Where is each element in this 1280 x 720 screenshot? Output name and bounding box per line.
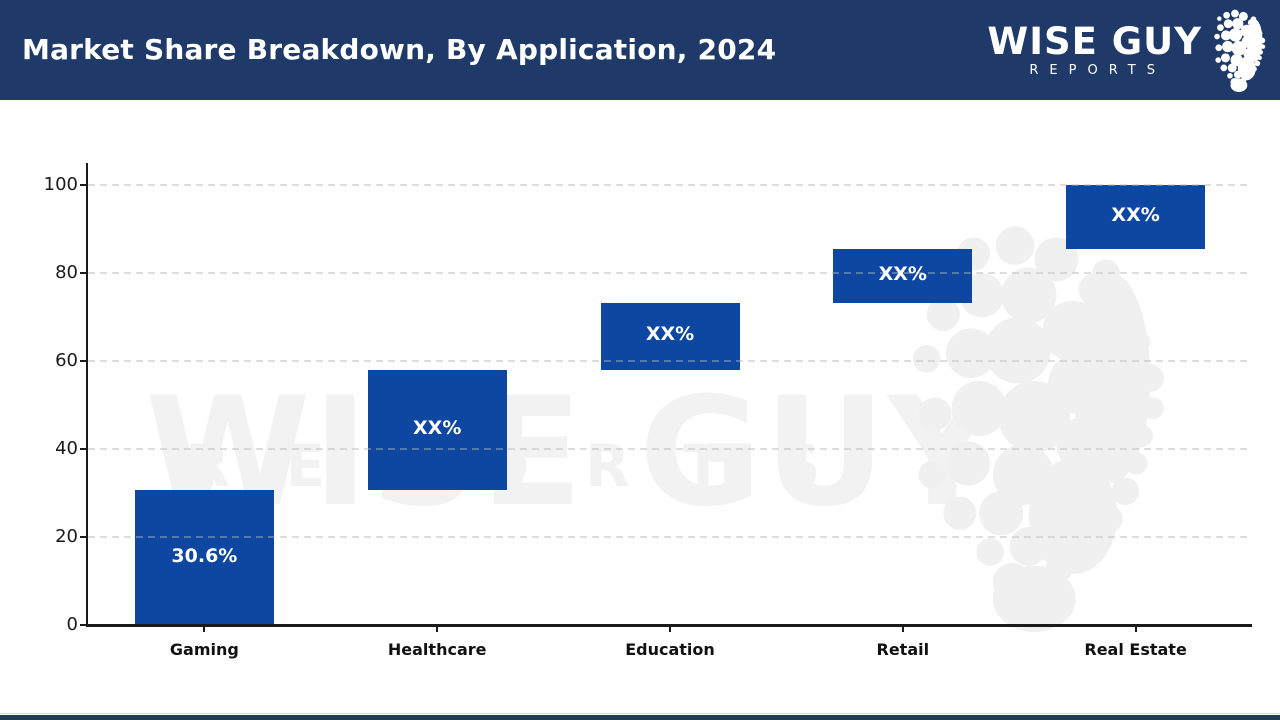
bar-value-label: 30.6% (171, 544, 238, 567)
x-axis-label-gaming: Gaming (169, 640, 239, 659)
y-axis-tick-20: 20 (55, 526, 78, 547)
brand-logo: WISE GUY REPORTS (987, 8, 1266, 92)
y-tick-mark (80, 272, 88, 274)
bar-value-label: XX% (645, 323, 695, 346)
x-tick-mark (436, 625, 439, 632)
x-axis-label-healthcare: Healthcare (387, 640, 487, 659)
bar-value-label: XX% (1111, 203, 1160, 226)
y-axis-tick-80: 80 (55, 262, 78, 283)
y-tick-mark (80, 624, 88, 626)
x-tick-mark (901, 625, 904, 632)
x-tick-mark (669, 625, 671, 632)
bottom-border (0, 713, 1280, 714)
y-axis-tick-40: 40 (55, 438, 78, 459)
x-axis-label-real-estate: Real Estate (1084, 640, 1187, 659)
gridline-20 (88, 536, 1252, 538)
bar-healthcare (367, 369, 507, 491)
page-title: Market Share Breakdown, By Application, … (22, 33, 777, 66)
x-axis-line (86, 624, 1252, 627)
brand-name: WISE GUY (987, 20, 1202, 63)
brand-subtitle: REPORTS (1029, 63, 1166, 78)
y-tick-mark (80, 360, 88, 362)
gridline-100 (88, 184, 1252, 186)
y-axis-tick-0: 0 (66, 614, 78, 635)
bar-gaming (134, 490, 274, 625)
gridline-80 (88, 272, 1252, 274)
y-axis-line (86, 163, 88, 627)
brand-logo-text: WISE GUY REPORTS (987, 20, 1202, 79)
y-tick-mark (80, 536, 88, 538)
y-tick-mark (80, 448, 88, 450)
gridline-60 (88, 360, 1252, 362)
footer-bar (0, 715, 1280, 720)
bar-value-label: XX% (413, 417, 462, 440)
header-bar: Market Share Breakdown, By Application, … (0, 0, 1280, 100)
y-axis-tick-100: 100 (43, 174, 78, 195)
gridline-40 (88, 448, 1252, 450)
y-tick-mark (80, 184, 88, 186)
watermark-brand-subtitle: REPORTS (185, 432, 877, 500)
brand-head-icon (1214, 9, 1266, 92)
x-axis-label-education: Education (625, 640, 715, 659)
x-tick-mark (203, 625, 206, 632)
bar-education (600, 302, 740, 370)
y-axis-tick-60: 60 (55, 350, 78, 371)
bar-value-label: XX% (878, 262, 927, 285)
x-axis-label-retail: Retail (876, 640, 930, 659)
